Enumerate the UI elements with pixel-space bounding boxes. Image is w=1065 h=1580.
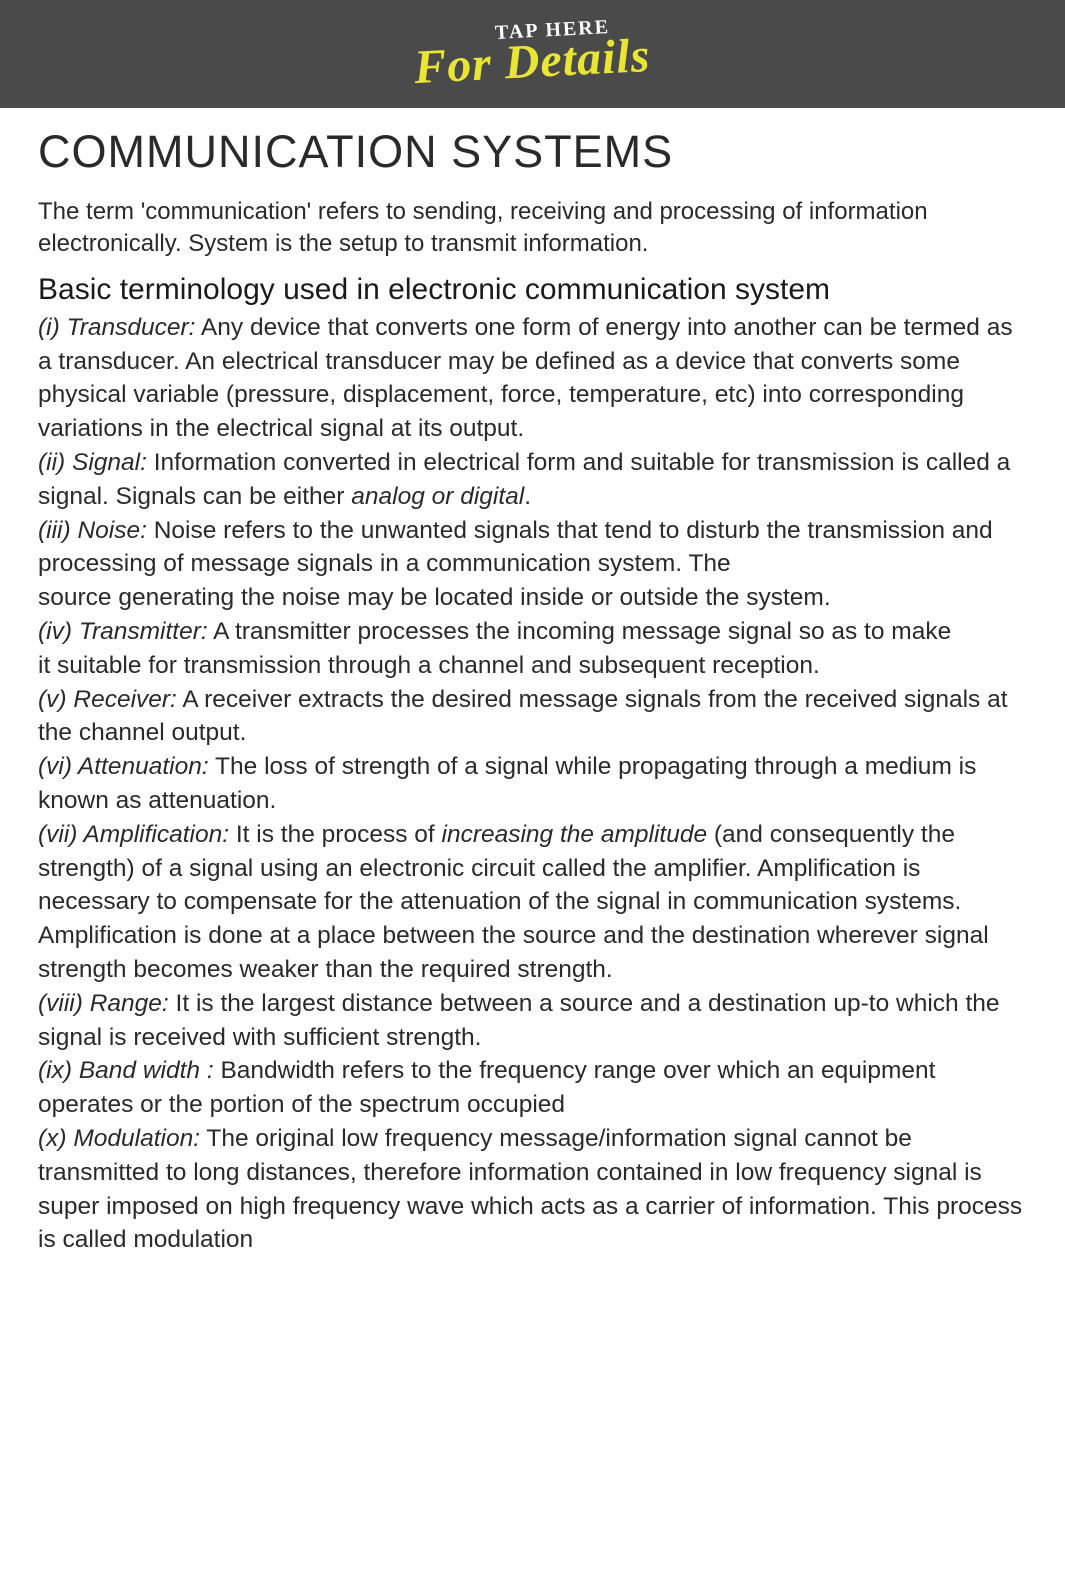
term-italic: analog or digital (351, 483, 524, 510)
tap-banner[interactable]: TAP HERE For Details (0, 0, 1065, 108)
term-label: (ix) Band width : (38, 1057, 214, 1084)
term-label: (iii) Noise: (38, 517, 147, 544)
term-text: Bandwidth refers to the frequency range … (214, 1057, 936, 1084)
term-italic: increasing the amplitude (442, 821, 708, 848)
banner-details-text: For Details (413, 28, 652, 95)
term-text: A receiver extracts the desired message … (38, 686, 1008, 747)
term-label: (vi) Attenuation: (38, 753, 209, 780)
term-label: (iv) Transmitter: (38, 618, 208, 645)
term-label: (viii) Range: (38, 990, 169, 1017)
term-label: (x) Modulation: (38, 1125, 200, 1152)
term-label: (vii) Amplification: (38, 821, 229, 848)
term-label: (i) Transducer: (38, 314, 195, 341)
term-text: It is the process of (229, 821, 441, 848)
document-content: COMMUNICATION SYSTEMS The term 'communic… (0, 108, 1065, 1257)
subtitle: Basic terminology used in electronic com… (38, 273, 1027, 307)
term-text: A transmitter processes the incoming mes… (208, 618, 952, 645)
intro-paragraph: The term 'communication' refers to sendi… (38, 196, 1027, 261)
term-text: operates or the portion of the spectrum … (38, 1091, 565, 1118)
term-label: (ii) Signal: (38, 449, 147, 476)
term-label: (v) Receiver: (38, 686, 177, 713)
term-text: It is the largest distance between a sou… (38, 990, 1000, 1051)
terms-container: (i) Transducer: Any device that converts… (38, 311, 1027, 1257)
term-text: source generating the noise may be locat… (38, 584, 831, 611)
page-title: COMMUNICATION SYSTEMS (38, 126, 1027, 178)
term-text: . (524, 483, 531, 510)
term-text: Noise refers to the unwanted signals tha… (38, 517, 993, 578)
term-text: it suitable for transmission through a c… (38, 652, 820, 679)
